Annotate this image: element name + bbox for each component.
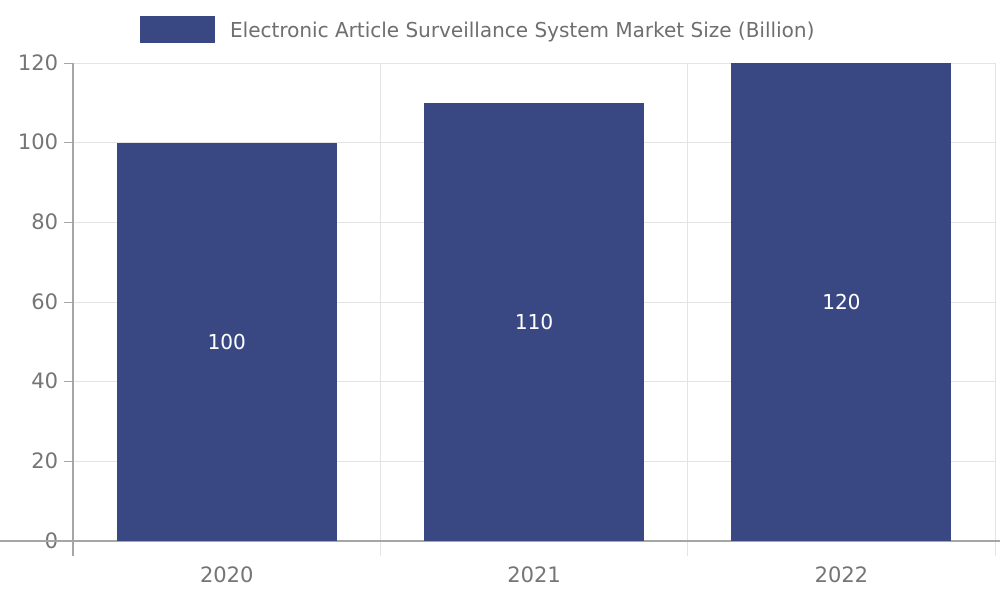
x-tick-label: 2020 (199, 563, 254, 587)
y-tick-mark (64, 381, 73, 383)
x-tick-label: 2021 (507, 563, 561, 587)
y-tick-mark (64, 460, 73, 462)
chart-legend: Electronic Article Surveillance System M… (140, 16, 814, 43)
y-tick-mark (64, 301, 73, 303)
x-gridline (379, 63, 381, 556)
y-tick-label: 100 (17, 130, 58, 155)
bar-value-label: 100 (207, 329, 246, 354)
x-gridline (994, 63, 996, 556)
y-gridline (73, 62, 995, 64)
y-axis-line (72, 63, 74, 556)
x-tick-label: 2022 (814, 563, 869, 587)
bar-value-label: 120 (822, 290, 861, 314)
y-tick-label: 40 (31, 369, 58, 394)
y-tick-mark (64, 142, 73, 144)
y-tick-label: 80 (31, 209, 58, 234)
y-tick-label: 60 (31, 289, 58, 314)
bar: 100 (116, 142, 337, 541)
y-tick-mark (64, 62, 73, 64)
bar: 110 (424, 102, 644, 541)
y-tick-label: 120 (17, 50, 58, 75)
bar: 120 (731, 63, 952, 541)
x-gridline (687, 63, 689, 556)
y-tick-mark (64, 221, 73, 223)
legend-swatch (140, 16, 215, 43)
y-tick-label: 20 (31, 448, 58, 473)
chart-title: Electronic Article Surveillance System M… (230, 17, 815, 42)
bar-value-label: 110 (514, 309, 554, 334)
x-axis-line (0, 540, 1000, 542)
